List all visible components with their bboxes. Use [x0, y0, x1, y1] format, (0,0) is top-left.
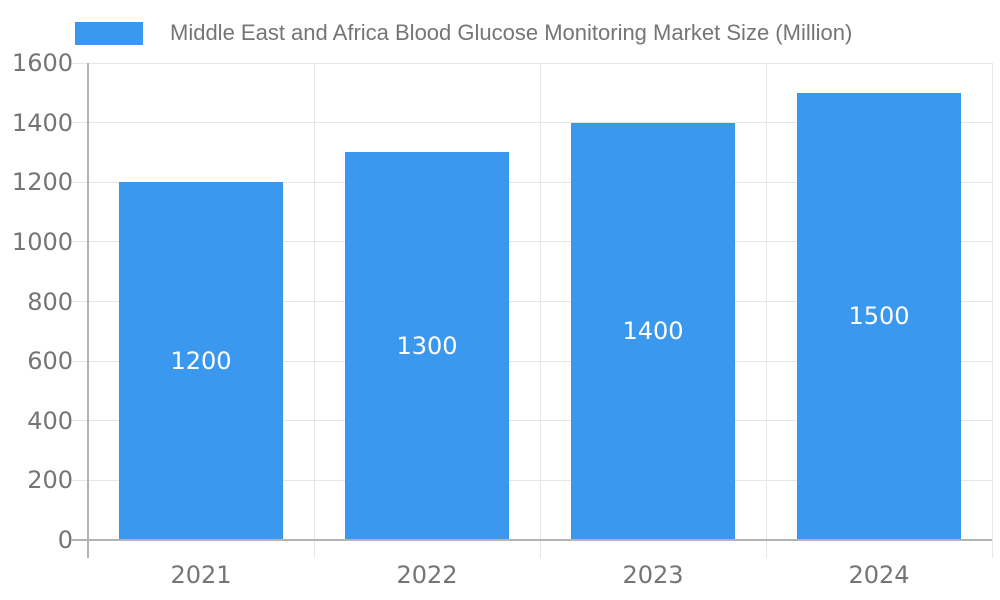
y-tick-label: 600 [27, 347, 73, 376]
x-tick-label: 2022 [396, 561, 458, 589]
h-gridline [72, 360, 992, 362]
y-tick-label: 800 [27, 287, 73, 316]
v-gridline [539, 63, 541, 558]
h-gridline [72, 420, 992, 422]
legend-title: Middle East and Africa Blood Glucose Mon… [170, 20, 853, 45]
x-tick-label: 2023 [622, 561, 684, 589]
bar: 1500 [797, 92, 961, 540]
h-gridline [72, 241, 992, 243]
y-axis-line [87, 63, 89, 558]
bar: 1300 [345, 152, 509, 540]
h-gridline [72, 479, 992, 481]
y-tick-label: 1600 [11, 49, 73, 77]
h-gridline [72, 122, 992, 124]
legend-swatch [75, 22, 143, 45]
v-gridline [313, 63, 315, 558]
h-gridline [72, 62, 992, 64]
y-tick-label: 1200 [11, 168, 73, 197]
y-tick-label: 1400 [11, 108, 73, 137]
bar-value-label: 1200 [170, 347, 232, 376]
h-gridline [72, 181, 992, 183]
x-tick-label: 2024 [848, 561, 910, 589]
h-gridline [72, 301, 992, 302]
v-gridline [765, 63, 767, 558]
bar-value-label: 1500 [848, 302, 910, 331]
x-tick-label: 2021 [170, 561, 232, 589]
x-axis-line [72, 539, 992, 541]
y-tick-label: 400 [27, 406, 73, 435]
y-tick-label: 1000 [11, 227, 73, 256]
bar: 1200 [119, 182, 283, 540]
v-gridline [991, 63, 993, 558]
bar: 1400 [571, 122, 735, 540]
y-tick-label: 200 [27, 466, 73, 495]
bar-value-label: 1400 [622, 317, 684, 346]
legend: Middle East and Africa Blood Glucose Mon… [0, 0, 1000, 56]
y-tick-label: 0 [57, 526, 73, 554]
bar-value-label: 1300 [396, 332, 458, 361]
